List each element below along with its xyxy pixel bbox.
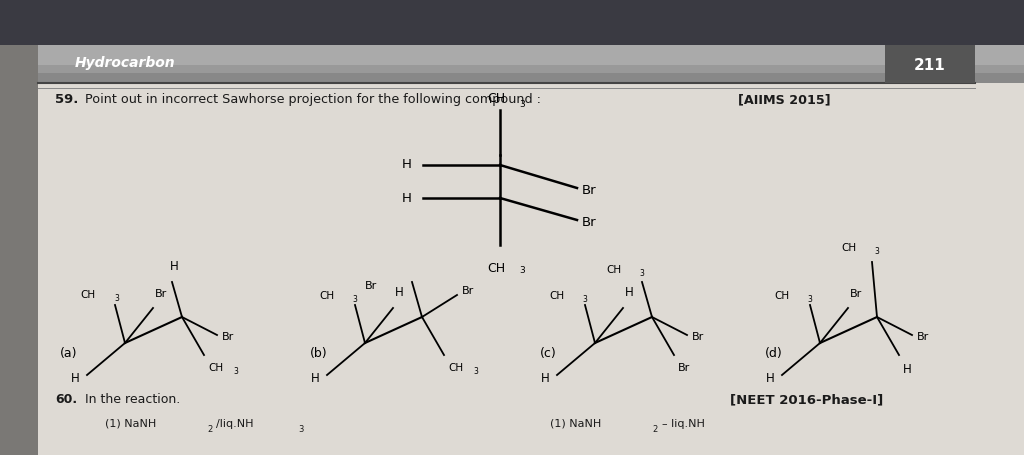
Text: 211: 211 xyxy=(914,57,946,72)
Text: 2: 2 xyxy=(652,425,657,434)
Text: 2: 2 xyxy=(207,425,212,434)
Text: Br: Br xyxy=(678,363,690,373)
Text: (a): (a) xyxy=(60,347,78,360)
Bar xyxy=(38,45,1024,73)
Text: (b): (b) xyxy=(310,347,328,360)
Text: CH: CH xyxy=(81,290,95,300)
Text: 3: 3 xyxy=(874,247,879,256)
Text: Br: Br xyxy=(462,286,474,296)
Text: H: H xyxy=(625,286,634,299)
Text: Br: Br xyxy=(582,183,597,197)
Text: 3: 3 xyxy=(298,425,303,434)
Text: H: H xyxy=(766,371,774,384)
Text: CH: CH xyxy=(842,243,856,253)
Text: H: H xyxy=(310,371,319,384)
Text: (d): (d) xyxy=(765,347,782,360)
Text: (1) NaNH: (1) NaNH xyxy=(105,419,157,429)
Text: 3: 3 xyxy=(639,269,644,278)
Text: Hydrocarbon: Hydrocarbon xyxy=(75,56,176,70)
Text: 59.: 59. xyxy=(55,93,79,106)
Text: 3: 3 xyxy=(473,367,478,376)
Text: [AIIMS 2015]: [AIIMS 2015] xyxy=(738,93,830,106)
Bar xyxy=(38,45,1024,83)
Text: H: H xyxy=(402,192,412,204)
Text: Br: Br xyxy=(692,332,705,342)
Bar xyxy=(38,45,1024,65)
Bar xyxy=(0,0,38,455)
Text: 3: 3 xyxy=(233,367,238,376)
Text: CH: CH xyxy=(208,363,223,373)
Text: /liq.NH: /liq.NH xyxy=(216,419,254,429)
Text: H: H xyxy=(402,158,412,172)
Text: CH: CH xyxy=(447,363,463,373)
Text: CH: CH xyxy=(487,262,505,275)
Text: CH: CH xyxy=(550,291,564,301)
Text: 60.: 60. xyxy=(55,393,77,406)
Text: CH: CH xyxy=(606,265,622,275)
Text: [NEET 2016-Phase-I]: [NEET 2016-Phase-I] xyxy=(730,393,884,406)
Text: Br: Br xyxy=(918,332,929,342)
Text: H: H xyxy=(170,260,178,273)
Text: Br: Br xyxy=(155,289,167,299)
Text: H: H xyxy=(395,286,403,299)
Text: Point out in incorrect Sawhorse projection for the following compound :: Point out in incorrect Sawhorse projecti… xyxy=(85,93,541,106)
Text: CH: CH xyxy=(319,291,335,301)
Bar xyxy=(0,0,1024,45)
Text: Br: Br xyxy=(365,281,377,291)
Text: Br: Br xyxy=(850,289,862,299)
Text: Br: Br xyxy=(222,332,234,342)
Text: 3: 3 xyxy=(582,295,587,304)
Bar xyxy=(885,45,975,83)
Text: H: H xyxy=(903,363,911,376)
Text: In the reaction.: In the reaction. xyxy=(85,393,180,406)
Text: 3: 3 xyxy=(807,295,812,304)
Text: 3: 3 xyxy=(519,266,524,275)
Text: (1) NaNH: (1) NaNH xyxy=(550,419,601,429)
Text: 3: 3 xyxy=(519,100,524,109)
Text: (c): (c) xyxy=(540,347,557,360)
Text: H: H xyxy=(541,371,549,384)
Text: Br: Br xyxy=(582,216,597,228)
Text: 3: 3 xyxy=(114,294,119,303)
Text: CH: CH xyxy=(774,291,790,301)
Text: H: H xyxy=(71,371,80,384)
Text: 3: 3 xyxy=(352,295,357,304)
Text: – liq.NH: – liq.NH xyxy=(662,419,705,429)
Text: CH: CH xyxy=(487,92,505,105)
